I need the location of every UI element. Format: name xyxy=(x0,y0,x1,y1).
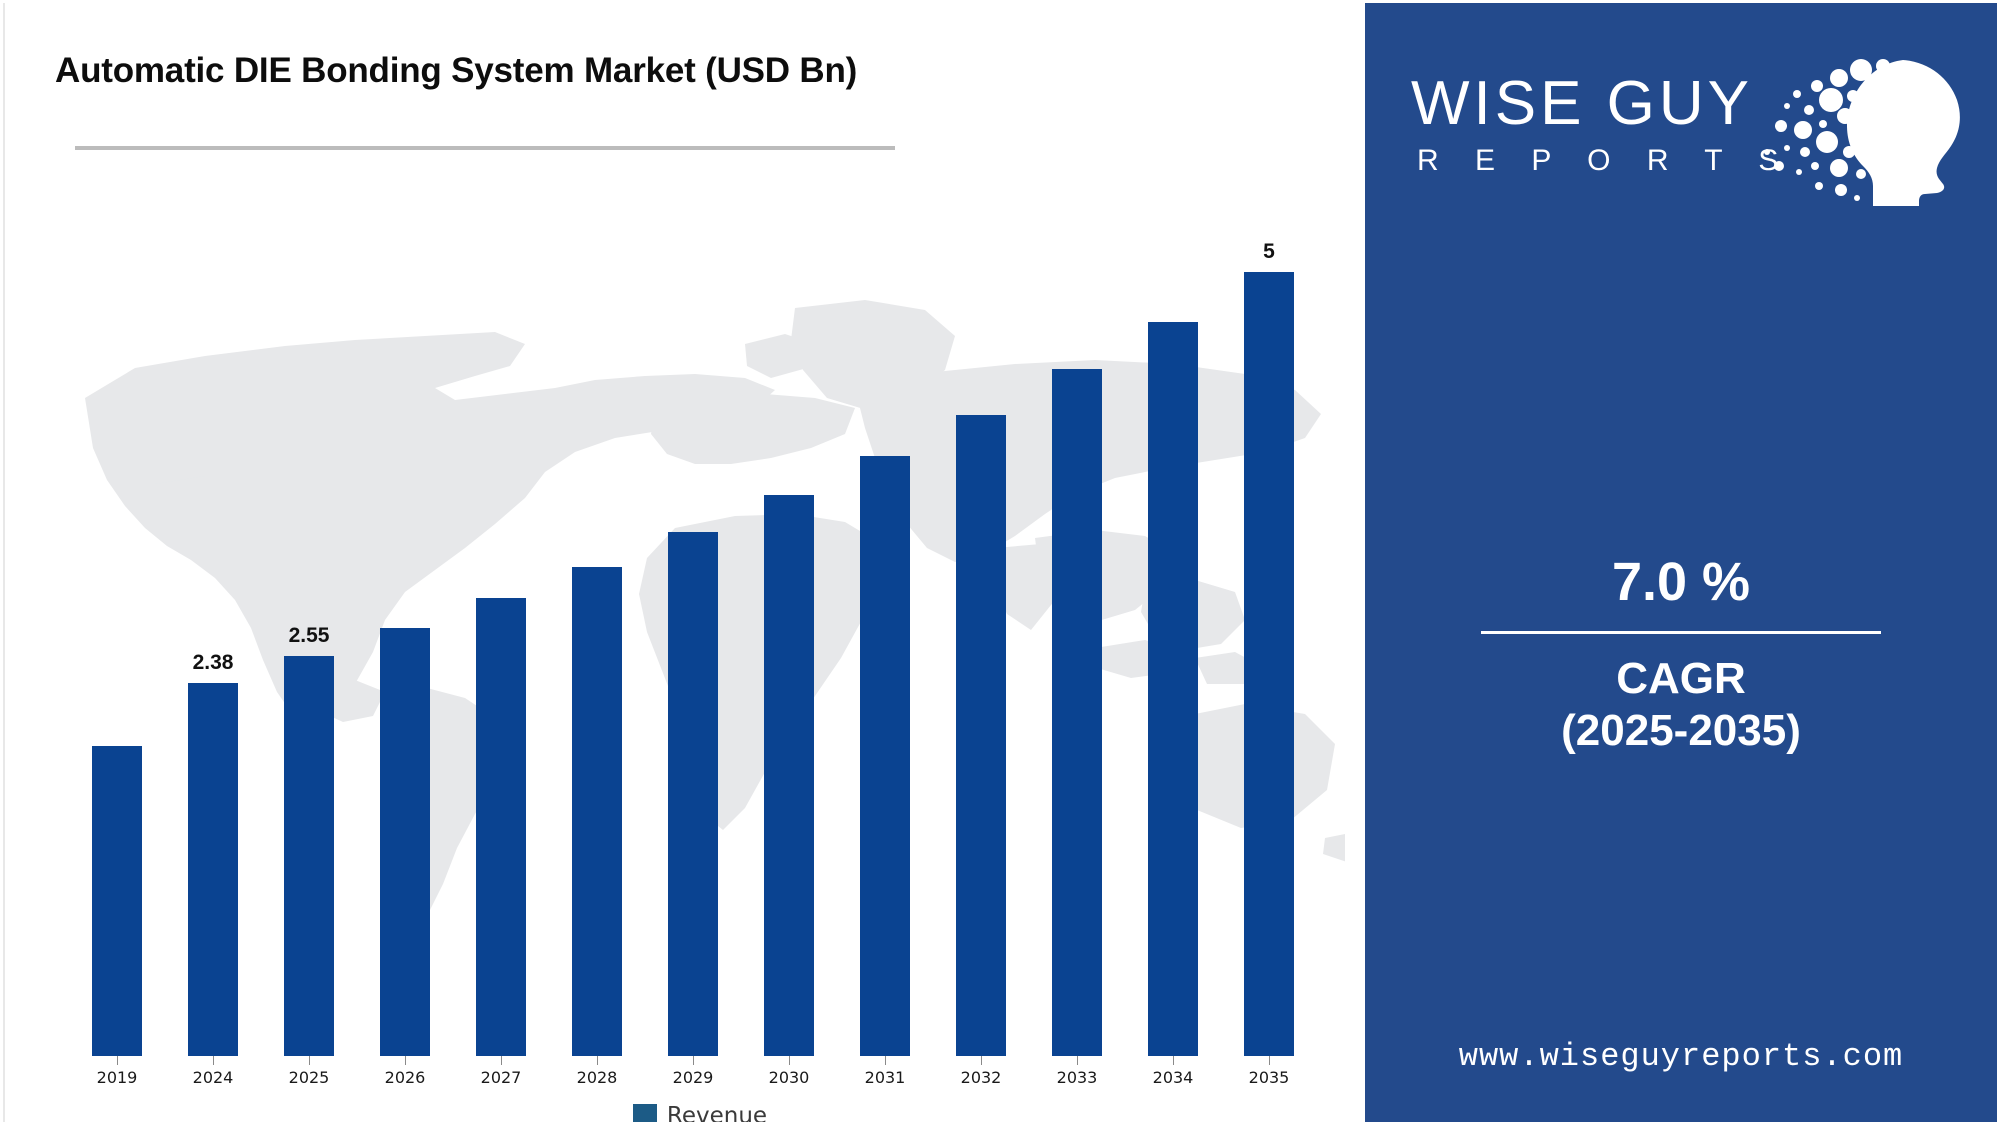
x-tick-2028 xyxy=(597,1056,598,1065)
x-label-2019: 2019 xyxy=(96,1068,138,1087)
x-label-2027: 2027 xyxy=(480,1068,522,1087)
x-label-2030: 2030 xyxy=(768,1068,810,1087)
x-label-2029: 2029 xyxy=(672,1068,714,1087)
cagr-label-line2: (2025-2035) xyxy=(1561,705,1801,755)
x-label-2033: 2033 xyxy=(1056,1068,1098,1087)
chart-panel: Automatic DIE Bonding System Market (USD… xyxy=(3,3,1365,1122)
bar-2032[interactable] xyxy=(956,415,1006,1056)
bar-2029[interactable] xyxy=(668,532,718,1056)
bar-2030[interactable] xyxy=(764,495,814,1056)
logo-wordmark-secondary: R E P O R T S xyxy=(1417,144,1793,177)
bar-2027[interactable] xyxy=(476,598,526,1056)
x-label-2031: 2031 xyxy=(864,1068,906,1087)
wiseguyreports-logo[interactable]: WISE GUY R E P O R T S xyxy=(1403,58,1963,208)
x-tick-2034 xyxy=(1173,1056,1174,1065)
legend-swatch-revenue xyxy=(632,1104,657,1122)
x-tick-2026 xyxy=(405,1056,406,1065)
cagr-value: 7.0 % xyxy=(1611,552,1751,612)
x-tick-2029 xyxy=(693,1056,694,1065)
cagr-divider xyxy=(1481,631,1881,634)
bar-series-revenue: 2.38 2.55 xyxy=(55,178,1345,1056)
x-tick-2025 xyxy=(309,1056,310,1065)
dotted-face-profile-icon xyxy=(1764,59,1960,206)
bar-2025[interactable] xyxy=(284,656,334,1056)
plot-area: 2.38 2.55 xyxy=(55,178,1345,1122)
x-label-2025: 2025 xyxy=(288,1068,330,1087)
bar-2028[interactable] xyxy=(572,567,622,1056)
chart-legend[interactable]: Revenue xyxy=(55,1103,1345,1122)
x-tick-2033 xyxy=(1077,1056,1078,1065)
x-label-2024: 2024 xyxy=(192,1068,234,1087)
bar-2024[interactable] xyxy=(188,683,238,1056)
x-tick-2019 xyxy=(117,1056,118,1065)
cagr-label-line1: CAGR xyxy=(1616,654,1746,703)
x-tick-2030 xyxy=(789,1056,790,1065)
website-url[interactable]: www.wiseguyreports.com xyxy=(1458,1038,1904,1075)
bar-label-2024: 2.38 xyxy=(192,651,234,674)
title-divider xyxy=(75,146,895,150)
bar-2034[interactable] xyxy=(1148,322,1198,1056)
x-label-2032: 2032 xyxy=(960,1068,1002,1087)
brand-panel: WISE GUY R E P O R T S xyxy=(1365,3,1997,1122)
x-label-2028: 2028 xyxy=(576,1068,618,1087)
bar-label-2035: 5 xyxy=(1263,240,1275,263)
x-tick-2031 xyxy=(885,1056,886,1065)
x-tick-2035 xyxy=(1269,1056,1270,1065)
x-tick-2032 xyxy=(981,1056,982,1065)
bar-2033[interactable] xyxy=(1052,369,1102,1056)
x-label-2035: 2035 xyxy=(1248,1068,1290,1087)
chart-title: Automatic DIE Bonding System Market (USD… xyxy=(55,51,858,90)
bar-2035[interactable] xyxy=(1244,272,1294,1056)
logo-wordmark-primary: WISE GUY xyxy=(1411,69,1754,138)
bar-2019[interactable] xyxy=(92,746,142,1056)
cagr-label: CAGR (2025-2035) xyxy=(1365,653,1997,757)
x-label-2026: 2026 xyxy=(384,1068,426,1087)
x-tick-2027 xyxy=(501,1056,502,1065)
bar-2031[interactable] xyxy=(860,456,910,1056)
x-tick-2024 xyxy=(213,1056,214,1065)
legend-label-revenue: Revenue xyxy=(666,1103,768,1122)
bar-2026[interactable] xyxy=(380,628,430,1056)
x-label-2034: 2034 xyxy=(1152,1068,1194,1087)
bar-label-2025: 2.55 xyxy=(288,624,330,647)
